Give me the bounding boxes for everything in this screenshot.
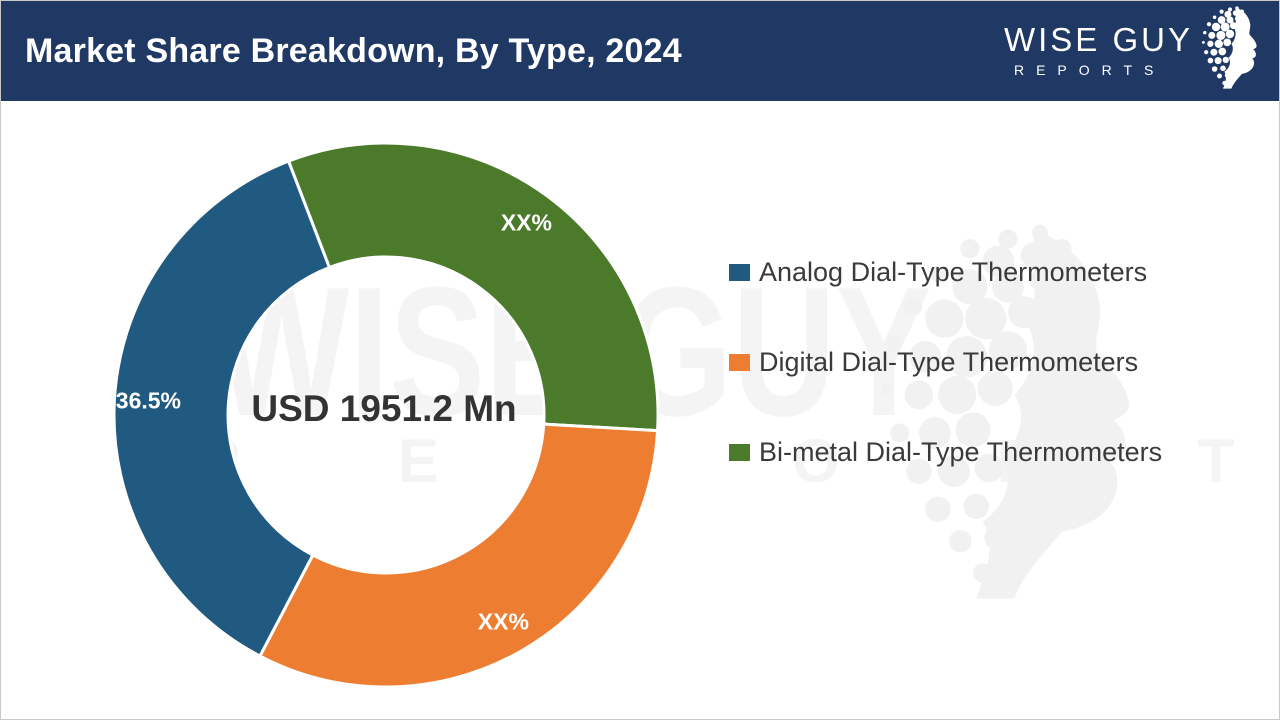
logo-face-icon (1202, 6, 1257, 89)
page-title: Market Share Breakdown, By Type, 2024 (25, 31, 682, 70)
legend-item-bimetal: Bi-metal Dial-Type Thermometers (729, 435, 1162, 469)
slice-label: XX% (477, 608, 529, 635)
legend-swatch-bimetal (729, 443, 750, 461)
legend-item-digital: Digital Dial-Type Thermometers (729, 345, 1138, 379)
logo-wordmark: WISE GUY (1003, 21, 1193, 58)
legend-swatch-digital (729, 353, 750, 371)
logo-subtext: REPORTS (1013, 62, 1166, 78)
wise-guy-logo: WISE GUY REPORTS (1004, 5, 1265, 91)
header-bar: Market Share Breakdown, By Type, 2024 WI… (1, 1, 1279, 101)
pie-slice-bi-metal (287, 141, 660, 433)
chart-center-value: USD 1951.2 Mn (251, 388, 517, 429)
legend-item-analog: Analog Dial-Type Thermometers (729, 255, 1147, 289)
pie-slice-digital (258, 422, 660, 689)
slice-label: XX% (500, 209, 552, 236)
logo-text: WISE GUY REPORTS (1004, 23, 1193, 77)
legend-swatch-analog (729, 263, 750, 281)
slice-label: 36.5% (115, 387, 181, 414)
pie-slice-analog (112, 159, 331, 658)
